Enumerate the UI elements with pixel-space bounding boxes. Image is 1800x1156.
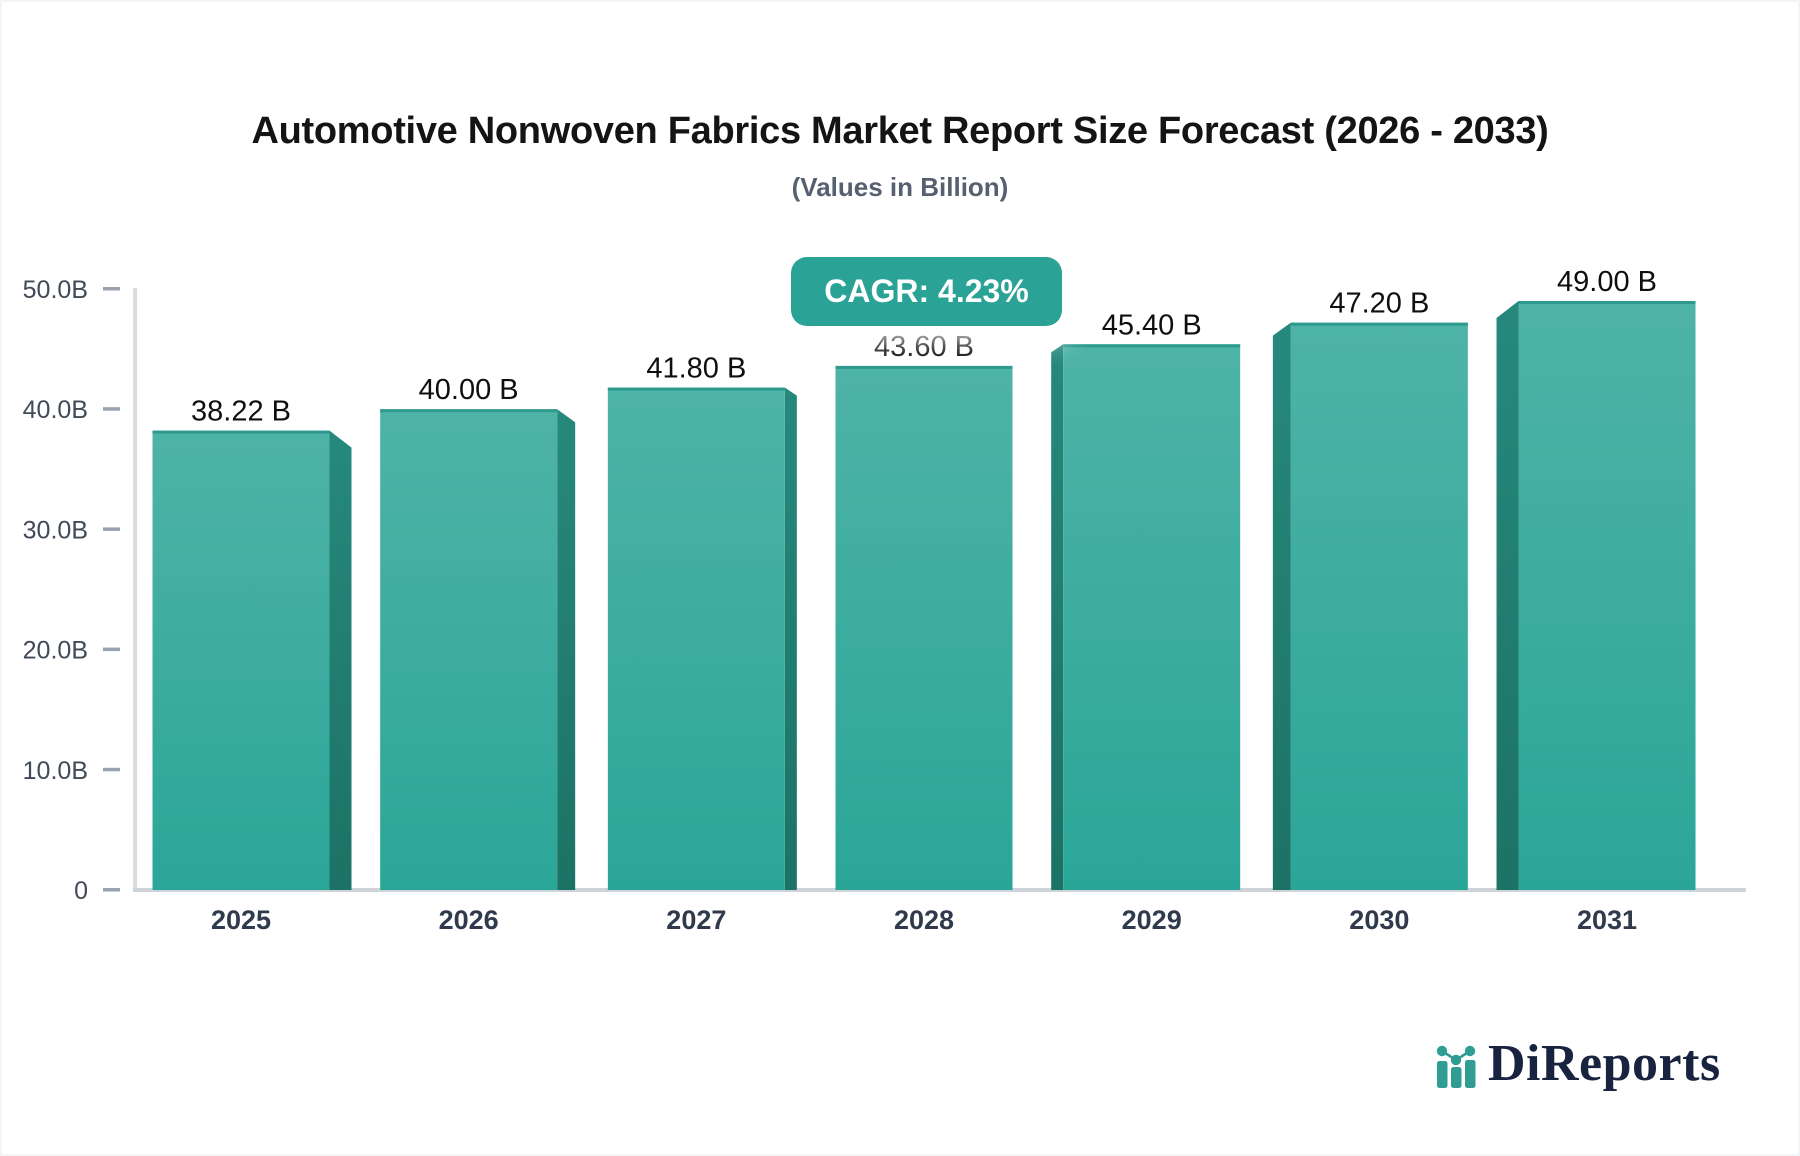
bar-side-face — [784, 387, 797, 890]
bar-value-label: 49.00 B — [1557, 266, 1657, 298]
y-tick-label: 40.0B — [23, 396, 88, 424]
bar-main-face — [152, 430, 330, 890]
bar-top-edge — [380, 409, 558, 413]
x-axis-label: 2026 — [439, 905, 499, 935]
bar-2030: 47.20 B 2030 — [1272, 288, 1468, 935]
brand-name: DiReports — [1488, 1035, 1721, 1092]
bar-side-face — [1496, 301, 1519, 890]
bar-side-face — [329, 430, 352, 890]
bar-top-edge — [607, 387, 785, 391]
cagr-badge-label: CAGR: 4.23% — [824, 273, 1029, 309]
bar-2031: 49.00 B 2031 — [1496, 266, 1696, 935]
bar-value-label: 47.20 B — [1329, 288, 1429, 320]
bar-main-face — [1518, 301, 1696, 890]
y-tick-mark — [103, 888, 120, 892]
logo-chart-icon — [1436, 1045, 1476, 1088]
y-tick-label: 20.0B — [23, 637, 88, 665]
bar-main-face — [607, 387, 785, 890]
bar-2025: 38.22 B 2025 — [152, 396, 352, 935]
y-tick-mark — [103, 647, 120, 652]
bar-main-face — [1290, 322, 1468, 890]
bar-value-label: 45.40 B — [1102, 309, 1202, 341]
x-axis-label: 2030 — [1349, 905, 1409, 935]
bar-2026: 40.00 B 2026 — [380, 374, 576, 935]
bar-value-label: 41.80 B — [646, 353, 746, 385]
bar-top-edge — [1063, 344, 1241, 348]
bar-value-label: 40.00 B — [419, 374, 519, 406]
bar-value-label: 38.22 B — [191, 396, 291, 428]
y-tick-label: 50.0B — [23, 276, 88, 304]
x-axis-label: 2028 — [894, 905, 954, 935]
bar-top-edge — [1518, 301, 1696, 305]
cagr-badge: CAGR: 4.23% — [791, 257, 1062, 326]
y-tick-mark — [103, 767, 120, 772]
bar-main-face — [1063, 344, 1241, 890]
brand-logo: DiReports — [1435, 1038, 1721, 1090]
bar-top-edge — [835, 365, 1013, 369]
x-axis-label: 2025 — [211, 905, 271, 935]
bar-2028: 43.60 B 2028 — [835, 331, 1013, 935]
bar-top-edge — [1290, 322, 1468, 326]
bar-main-face — [380, 409, 558, 890]
x-axis-label: 2029 — [1122, 905, 1182, 935]
y-tick-label: 0 — [74, 877, 88, 905]
bar-side-face — [1272, 322, 1291, 890]
y-tick-label: 10.0B — [23, 757, 88, 785]
bar-value-label: 43.60 B — [874, 331, 974, 363]
x-axis-label: 2027 — [666, 905, 726, 935]
bar-side-face — [1051, 344, 1064, 890]
bar-2029: 45.40 B 2029 — [1051, 309, 1241, 935]
y-tick-label: 30.0B — [23, 516, 88, 544]
bar-side-face — [557, 409, 576, 890]
y-axis-line — [133, 288, 137, 892]
y-tick-mark — [103, 407, 120, 411]
y-tick-mark — [103, 287, 120, 291]
x-axis-label: 2031 — [1577, 905, 1637, 935]
y-tick-mark — [103, 527, 120, 531]
chart-subtitle: (Values in Billion) — [791, 172, 1009, 202]
page-title: Automotive Nonwoven Fabrics Market Repor… — [251, 110, 1549, 152]
bar-2027: 41.80 B 2027 — [607, 353, 797, 935]
bar-top-edge — [152, 430, 330, 434]
bar-main-face — [835, 365, 1013, 891]
